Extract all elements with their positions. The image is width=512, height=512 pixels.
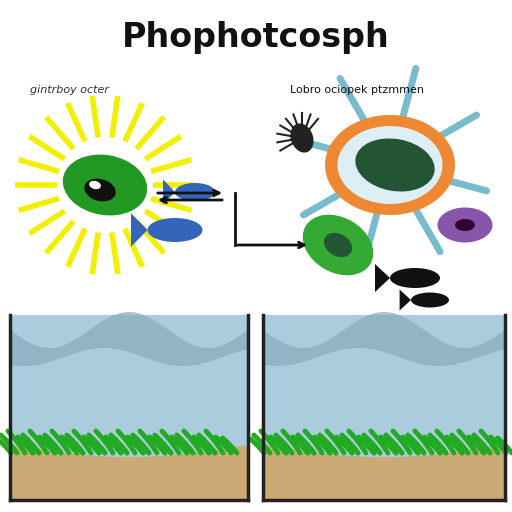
Text: Lobro ociopek ptzmmen: Lobro ociopek ptzmmen [290,85,424,95]
Ellipse shape [175,183,215,201]
Ellipse shape [89,181,101,189]
Ellipse shape [290,123,313,153]
Text: gintrboy octer: gintrboy octer [30,85,109,95]
Polygon shape [131,213,147,247]
Polygon shape [10,445,248,500]
Polygon shape [10,312,248,366]
Ellipse shape [84,179,116,201]
Bar [10,315,248,500]
Ellipse shape [390,268,440,288]
Ellipse shape [455,219,475,231]
Text: Phophotcosph: Phophotcosph [122,22,390,54]
Polygon shape [375,264,390,292]
Ellipse shape [355,138,435,191]
Ellipse shape [437,207,493,243]
Polygon shape [263,312,505,366]
Ellipse shape [324,233,352,257]
Polygon shape [399,289,411,310]
Polygon shape [163,179,175,205]
Ellipse shape [303,215,373,275]
Ellipse shape [325,115,455,215]
Polygon shape [263,445,505,500]
Ellipse shape [411,292,449,308]
Bar [263,315,505,500]
Ellipse shape [63,155,147,216]
Ellipse shape [337,126,442,204]
Ellipse shape [147,218,203,242]
